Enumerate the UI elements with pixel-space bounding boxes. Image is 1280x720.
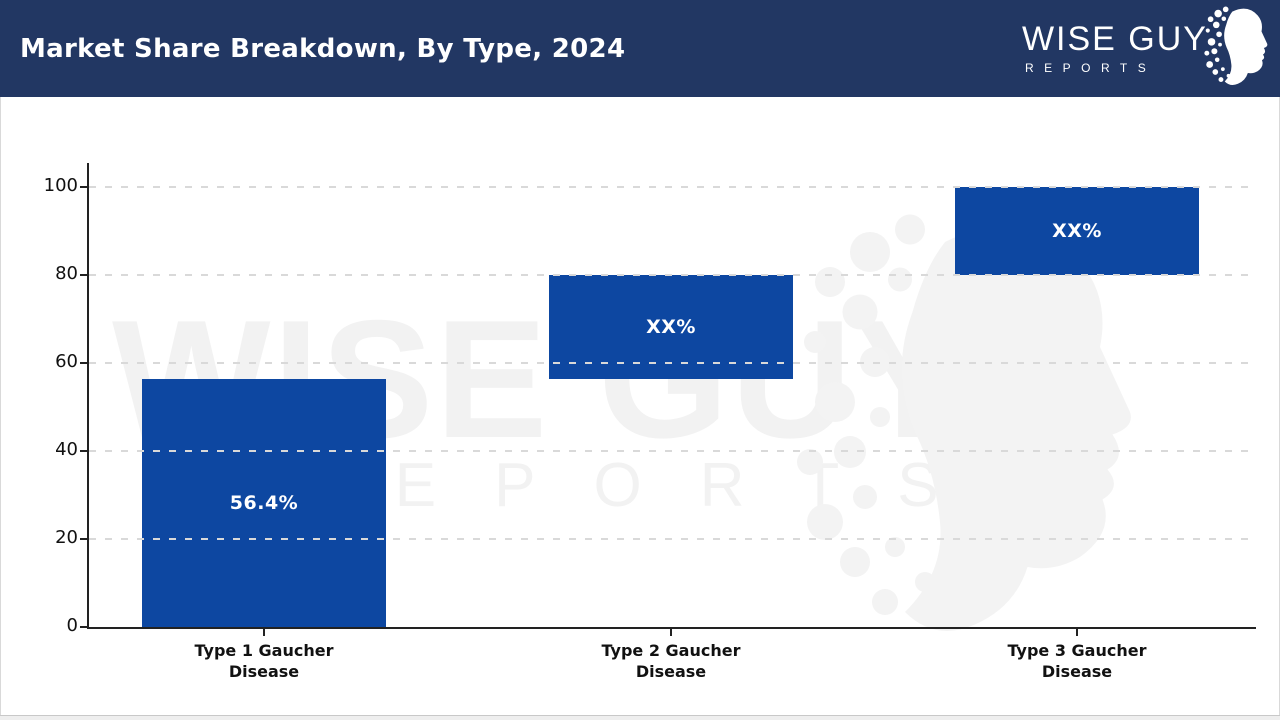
category-label-1: Type 1 Gaucher Disease <box>194 641 334 681</box>
y-tick-mark <box>80 186 88 188</box>
y-tick-label: 100 <box>43 175 78 196</box>
logo-face-icon <box>1204 6 1270 93</box>
gridline-20 <box>89 538 1256 540</box>
bar-type-2-gaucher-disease: XX% <box>549 275 793 379</box>
y-tick-label: 60 <box>55 351 78 372</box>
x-tick-mark <box>1076 629 1078 636</box>
y-tick-label: 0 <box>66 615 78 636</box>
y-tick-mark <box>80 450 88 452</box>
y-tick-mark <box>80 626 88 628</box>
bar-type-1-gaucher-disease: 56.4% <box>142 378 386 627</box>
wiseguy-logo: WISE GUY REPORTS <box>1022 6 1270 93</box>
y-tick-mark <box>80 274 88 276</box>
x-tick-mark <box>670 629 672 636</box>
y-tick-label: 40 <box>55 439 78 460</box>
y-axis <box>87 163 89 629</box>
y-tick-label: 80 <box>55 263 78 284</box>
bar-value-label: 56.4% <box>229 491 299 514</box>
app-header: Market Share Breakdown, By Type, 2024 WI… <box>0 0 1280 97</box>
gridline-100 <box>89 186 1256 188</box>
category-label-2: Type 2 Gaucher Disease <box>601 641 741 681</box>
gridline-80 <box>89 274 1256 276</box>
y-tick-label: 20 <box>55 527 78 548</box>
logo-subtitle: REPORTS <box>1024 61 1157 75</box>
logo-wordmark: WISE GUY <box>1021 20 1208 58</box>
page-title: Market Share Breakdown, By Type, 2024 <box>20 33 626 64</box>
bottom-strip <box>0 715 1280 720</box>
gridline-40 <box>89 450 1256 452</box>
bar-value-label: XX% <box>646 315 696 338</box>
category-label-3: Type 3 Gaucher Disease <box>1007 641 1147 681</box>
x-tick-mark <box>263 629 265 636</box>
bar-type-3-gaucher-disease: XX% <box>955 187 1199 275</box>
x-axis <box>87 627 1256 629</box>
bar-value-label: XX% <box>1052 220 1102 242</box>
logo-text: WISE GUY REPORTS <box>1022 22 1208 75</box>
watermark-face-icon <box>795 212 1145 656</box>
y-tick-mark <box>80 538 88 540</box>
gridline-60 <box>89 362 1256 364</box>
y-tick-mark <box>80 362 88 364</box>
